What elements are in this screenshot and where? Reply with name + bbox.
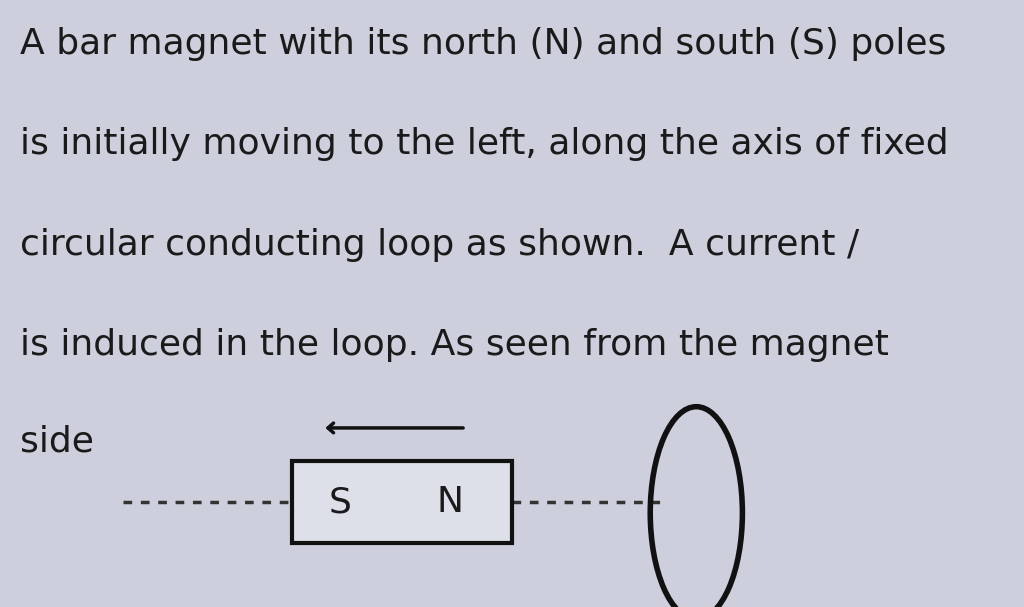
Text: S: S [329,485,351,520]
Text: is initially moving to the left, along the axis of fixed: is initially moving to the left, along t… [20,127,949,161]
Text: N: N [437,485,464,520]
Text: A bar magnet with its north (N) and south (S) poles: A bar magnet with its north (N) and sout… [20,27,947,61]
Text: is induced in the loop. As seen from the magnet: is induced in the loop. As seen from the… [20,328,890,362]
Text: side: side [20,425,94,459]
Bar [292,461,512,543]
Text: circular conducting loop as shown.  A current /: circular conducting loop as shown. A cur… [20,228,859,262]
